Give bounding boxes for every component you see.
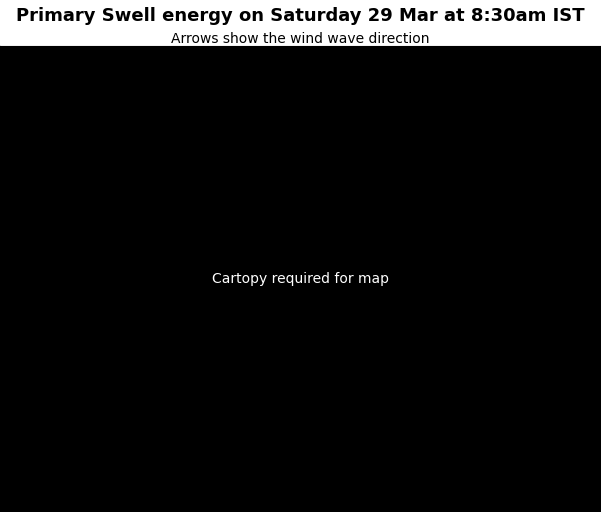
Text: Primary Swell energy on Saturday 29 Mar at 8:30am IST: Primary Swell energy on Saturday 29 Mar …	[16, 7, 585, 25]
Text: Cartopy required for map: Cartopy required for map	[212, 272, 389, 286]
Text: Arrows show the wind wave direction: Arrows show the wind wave direction	[171, 32, 430, 46]
